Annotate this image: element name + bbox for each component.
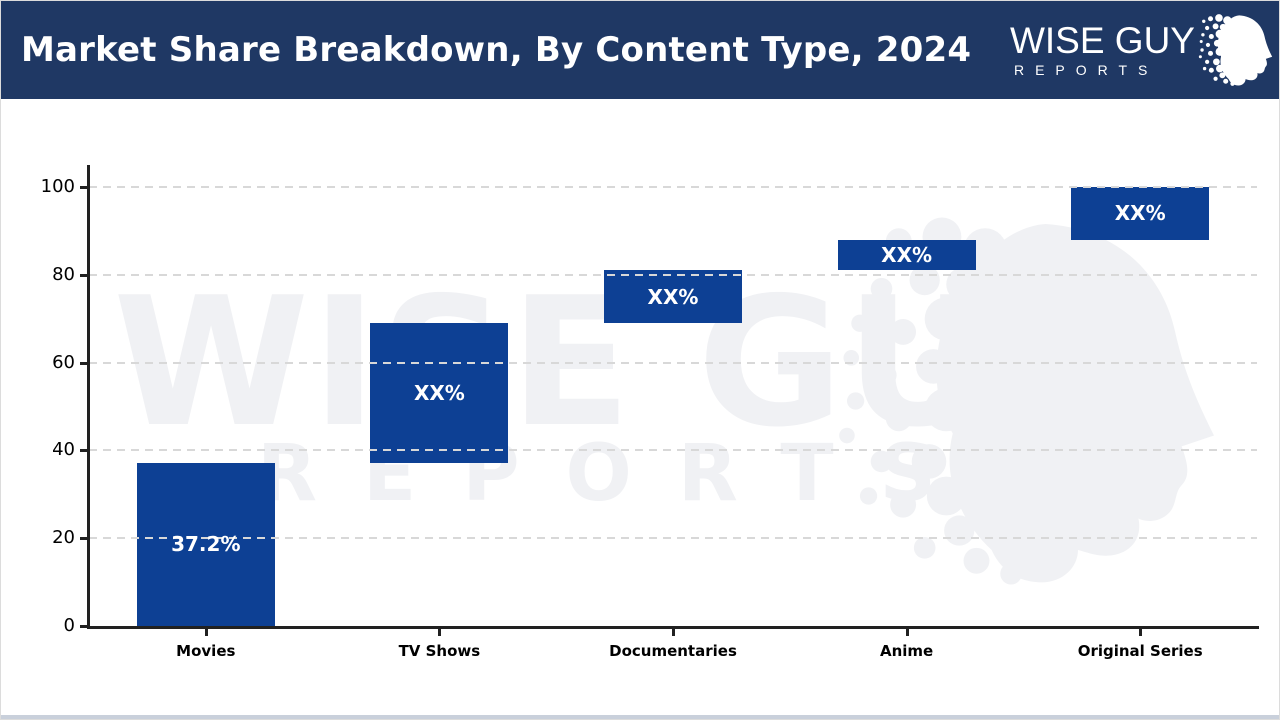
x-tick-mark [438,629,442,636]
footer-strip [1,715,1279,719]
brand-subtitle: REPORTS [1013,61,1159,78]
header: Market Share Breakdown, By Content Type,… [1,1,1279,99]
gridline-40 [89,449,1257,452]
x-axis-line [87,626,1259,629]
y-tick-label: 40 [52,439,75,461]
y-tick-mark [80,449,87,453]
head-profile-dots-icon [1197,10,1273,90]
y-tick-label: 0 [63,615,75,636]
y-tick-mark [80,186,87,189]
bar-documentaries [604,270,742,324]
bar-value-label-movies: 37.2% [171,532,241,557]
gridline-20 [89,537,1257,540]
gridline-60 [89,361,1257,364]
x-category-label-original-series: Original Series [1077,642,1203,660]
y-tick-label: 100 [40,176,75,197]
x-tick-mark [905,629,909,636]
x-tick-mark [204,629,208,636]
y-tick-mark [80,537,87,541]
bar-value-label-documentaries: XX% [647,284,699,309]
x-category-label-anime: Anime [879,642,934,660]
y-tick-label: 80 [52,263,75,285]
watermark-text-line2: REPORTS [257,429,982,519]
brand-name: WISE GUY [1009,19,1195,61]
bar-original-series [1071,187,1210,240]
brand-logo: WISE GUY REPORTS [1010,7,1273,93]
y-axis-line [87,165,90,629]
y-tick-label: 20 [52,527,75,549]
bar-anime [837,239,976,271]
bar-value-label-anime: XX% [881,243,933,268]
bar-value-label-tv-shows: XX% [413,380,465,405]
x-category-label-movies: Movies [176,642,236,660]
page-title: Market Share Breakdown, By Content Type,… [21,30,972,70]
x-category-label-documentaries: Documentaries [609,642,737,660]
x-category-label-tv-shows: TV Shows [398,642,481,660]
x-tick-mark [672,629,675,636]
y-tick-mark [80,625,87,628]
gridline-80 [89,273,1257,276]
brand-text: WISE GUY REPORTS [1009,19,1195,78]
bar-value-label-original-series: XX% [1114,201,1166,226]
bar-movies [136,462,275,626]
gridline-100 [89,186,1257,188]
y-tick-mark [80,273,87,277]
y-tick-mark [80,361,87,365]
bar-tv-shows [370,323,509,463]
y-tick-label: 60 [52,351,75,373]
x-tick-mark [1139,629,1143,636]
